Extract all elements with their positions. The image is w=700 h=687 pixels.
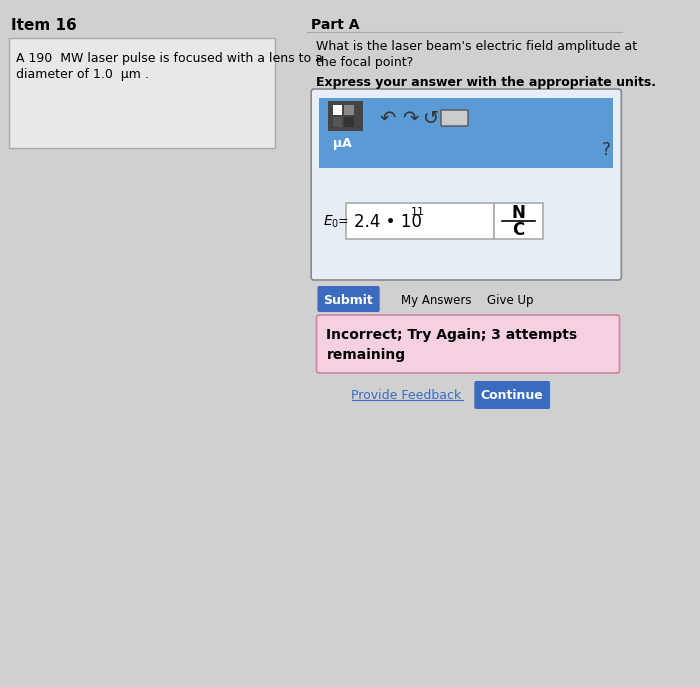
Text: Item 16: Item 16: [10, 18, 76, 33]
Text: 2.4 • 10: 2.4 • 10: [354, 213, 422, 231]
Text: Express your answer with the appropriate units.: Express your answer with the appropriate…: [316, 76, 656, 89]
Text: ↺: ↺: [423, 109, 439, 128]
FancyBboxPatch shape: [311, 89, 622, 280]
FancyBboxPatch shape: [317, 286, 379, 312]
Text: Incorrect; Try Again; 3 attempts: Incorrect; Try Again; 3 attempts: [326, 328, 578, 342]
Text: Provide Feedback: Provide Feedback: [351, 389, 461, 401]
Text: What is the laser beam's electric field amplitude at: What is the laser beam's electric field …: [316, 40, 637, 53]
Text: Part A: Part A: [311, 18, 360, 32]
FancyBboxPatch shape: [332, 105, 342, 115]
FancyBboxPatch shape: [475, 381, 550, 409]
Text: diameter of 1.0  μm .: diameter of 1.0 μm .: [16, 68, 149, 81]
Text: N: N: [512, 204, 526, 222]
Text: My Answers: My Answers: [401, 293, 472, 306]
Text: ↷: ↷: [402, 109, 419, 128]
Text: the focal point?: the focal point?: [316, 56, 413, 69]
Text: 11: 11: [411, 207, 425, 217]
Text: μA: μA: [333, 137, 352, 150]
FancyBboxPatch shape: [441, 110, 468, 126]
FancyBboxPatch shape: [328, 101, 363, 131]
Text: ↶: ↶: [379, 109, 396, 128]
FancyBboxPatch shape: [9, 38, 275, 148]
Text: ?: ?: [601, 141, 610, 159]
FancyBboxPatch shape: [344, 117, 354, 127]
Text: Give Up: Give Up: [487, 293, 533, 306]
FancyBboxPatch shape: [328, 132, 357, 154]
FancyBboxPatch shape: [346, 203, 494, 239]
FancyBboxPatch shape: [332, 117, 342, 127]
Text: =: =: [337, 216, 348, 229]
FancyBboxPatch shape: [319, 98, 613, 168]
Text: remaining: remaining: [326, 348, 405, 362]
FancyBboxPatch shape: [494, 203, 543, 239]
FancyBboxPatch shape: [344, 105, 354, 115]
Text: C: C: [512, 221, 525, 239]
Text: Continue: Continue: [481, 389, 544, 401]
FancyBboxPatch shape: [316, 315, 620, 373]
Text: A 190  MW laser pulse is focused with a lens to a: A 190 MW laser pulse is focused with a l…: [16, 52, 323, 65]
Text: $E_0$: $E_0$: [323, 214, 339, 230]
Text: Submit: Submit: [323, 293, 373, 306]
